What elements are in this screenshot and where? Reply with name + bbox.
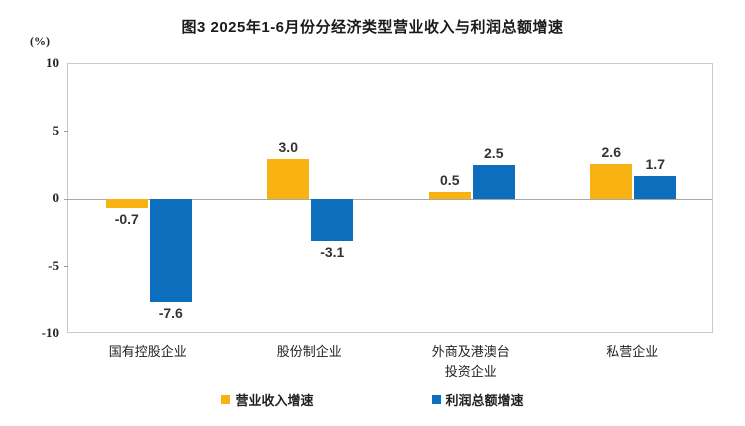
y-tick-mark [64, 131, 68, 132]
x-tick-label: 国有控股企业 [108, 344, 187, 359]
bar [428, 192, 471, 199]
x-tick-label: 私营企业 [606, 344, 659, 359]
plot-area: -0.7 -7.6 3.0 -3.1 0.5 2.5 2.6 1.7 [64, 63, 713, 333]
bar [634, 176, 677, 199]
x-tick-label: 外商及港澳台 投资企业 [431, 344, 510, 379]
bar-value-label: 3.0 [278, 138, 298, 155]
y-tick-label: 10 [46, 55, 59, 70]
x-tick-label: 股份制企业 [276, 344, 342, 359]
legend-label: 利润总额增速 [445, 393, 524, 408]
bar [105, 199, 148, 209]
bar [590, 163, 633, 199]
y-tick-label: -5 [48, 257, 59, 273]
legend-swatch [221, 395, 231, 404]
y-tick-label: -10 [41, 325, 59, 340]
bar-value-label: -3.1 [320, 243, 345, 260]
bar-value-label: 2.6 [601, 143, 621, 160]
y-tick-label: 0 [52, 190, 60, 205]
legend: 营业收入增速 利润总额增速 [0, 390, 745, 409]
legend-item: 利润总额增速 [431, 390, 524, 409]
zero-line [64, 198, 712, 200]
bar [149, 199, 192, 302]
chart-title: 图3 2025年1-6月份分经济类型营业收入与利润总额增速 [181, 19, 564, 36]
bar [267, 158, 310, 199]
legend-item: 营业收入增速 [221, 390, 314, 409]
y-tick-mark [64, 266, 68, 267]
bar-value-label: -7.6 [158, 304, 183, 321]
bar-value-label: -0.7 [114, 211, 139, 228]
bar-value-label: 0.5 [440, 172, 460, 189]
bar-value-label: 2.5 [484, 145, 504, 162]
bar-value-label: 1.7 [645, 156, 665, 173]
y-tick-label: 5 [52, 122, 60, 138]
y-axis-unit-label: (%) [30, 34, 50, 48]
legend-label: 营业收入增速 [235, 393, 314, 408]
bar [472, 165, 515, 199]
bar [311, 199, 354, 241]
legend-swatch [431, 395, 441, 404]
